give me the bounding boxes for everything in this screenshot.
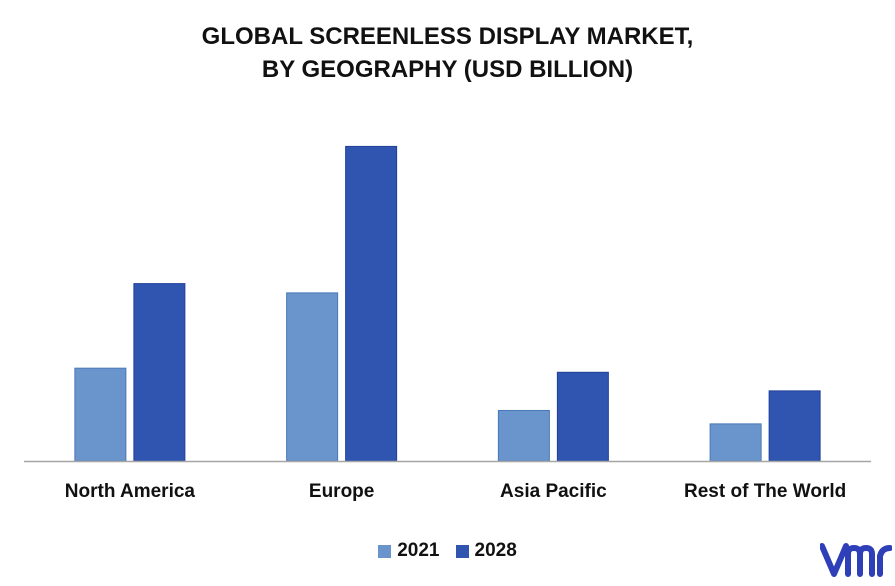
bar-north-america-2028 — [133, 283, 186, 462]
legend: 2021 2028 — [0, 540, 895, 562]
bar-europe-2028 — [345, 145, 398, 462]
bar-europe-2021 — [286, 292, 339, 462]
x-tick-label: North America — [65, 481, 196, 502]
legend-swatch-2028 — [455, 544, 469, 558]
chart-title-line-1: GLOBAL SCREENLESS DISPLAY MARKET, — [201, 23, 694, 50]
legend-item-2028: 2028 — [455, 540, 517, 562]
bar-rest-of-the-world-2028 — [768, 390, 821, 462]
x-tick-label: Rest of The World — [684, 481, 846, 502]
chart-title-line-2: BY GEOGRAPHY (USD BILLION) — [261, 56, 634, 83]
legend-swatch-2021 — [378, 544, 392, 558]
chart-title: GLOBAL SCREENLESS DISPLAY MARKET, BY GEO… — [0, 20, 895, 86]
bar-north-america-2021 — [74, 367, 127, 462]
bar-chart: North America Europe Asia Pacific Rest of T… — [24, 145, 871, 502]
vmr-logo-icon — [820, 543, 892, 577]
bar-rest-of-the-world-2021 — [709, 423, 762, 462]
legend-label-2021: 2021 — [397, 540, 440, 561]
legend-label-2028: 2028 — [474, 540, 517, 561]
x-tick-label: Asia Pacific — [500, 481, 607, 502]
x-tick-label: Europe — [309, 481, 374, 502]
legend-item-2021: 2021 — [378, 540, 440, 562]
bar-asia-pacific-2028 — [556, 371, 609, 462]
bar-asia-pacific-2021 — [497, 409, 550, 462]
